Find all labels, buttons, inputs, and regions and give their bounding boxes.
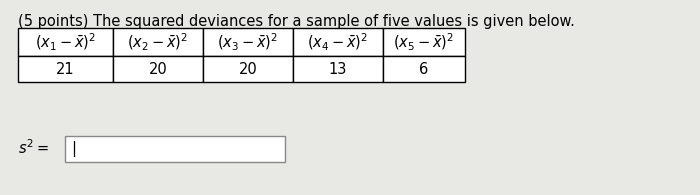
Bar: [383, 56, 465, 82]
Text: (5 points) The squared deviances for a sample of five values is given below.: (5 points) The squared deviances for a s…: [18, 14, 575, 29]
Bar: [113, 28, 203, 56]
Text: $(x_3 - \bar{x})^2$: $(x_3 - \bar{x})^2$: [218, 31, 279, 52]
Text: $(x_5 - \bar{x})^2$: $(x_5 - \bar{x})^2$: [393, 31, 454, 52]
Text: 6: 6: [419, 61, 428, 76]
Text: $s^2 =$: $s^2 =$: [18, 139, 49, 157]
Bar: [293, 28, 383, 56]
Bar: [65, 136, 285, 162]
Text: |: |: [71, 141, 76, 157]
Text: $(x_2 - \bar{x})^2$: $(x_2 - \bar{x})^2$: [127, 31, 188, 52]
Bar: [383, 28, 465, 56]
Bar: [203, 28, 293, 56]
Text: $(x_4 - \bar{x})^2$: $(x_4 - \bar{x})^2$: [307, 31, 369, 52]
Bar: [293, 56, 383, 82]
Text: 13: 13: [329, 61, 347, 76]
Bar: [113, 56, 203, 82]
Bar: [203, 56, 293, 82]
Text: 21: 21: [56, 61, 75, 76]
Bar: [18, 28, 113, 56]
Text: 20: 20: [239, 61, 258, 76]
Bar: [18, 56, 113, 82]
Text: $(x_1 - \bar{x})^2$: $(x_1 - \bar{x})^2$: [35, 31, 96, 52]
Text: 20: 20: [148, 61, 167, 76]
